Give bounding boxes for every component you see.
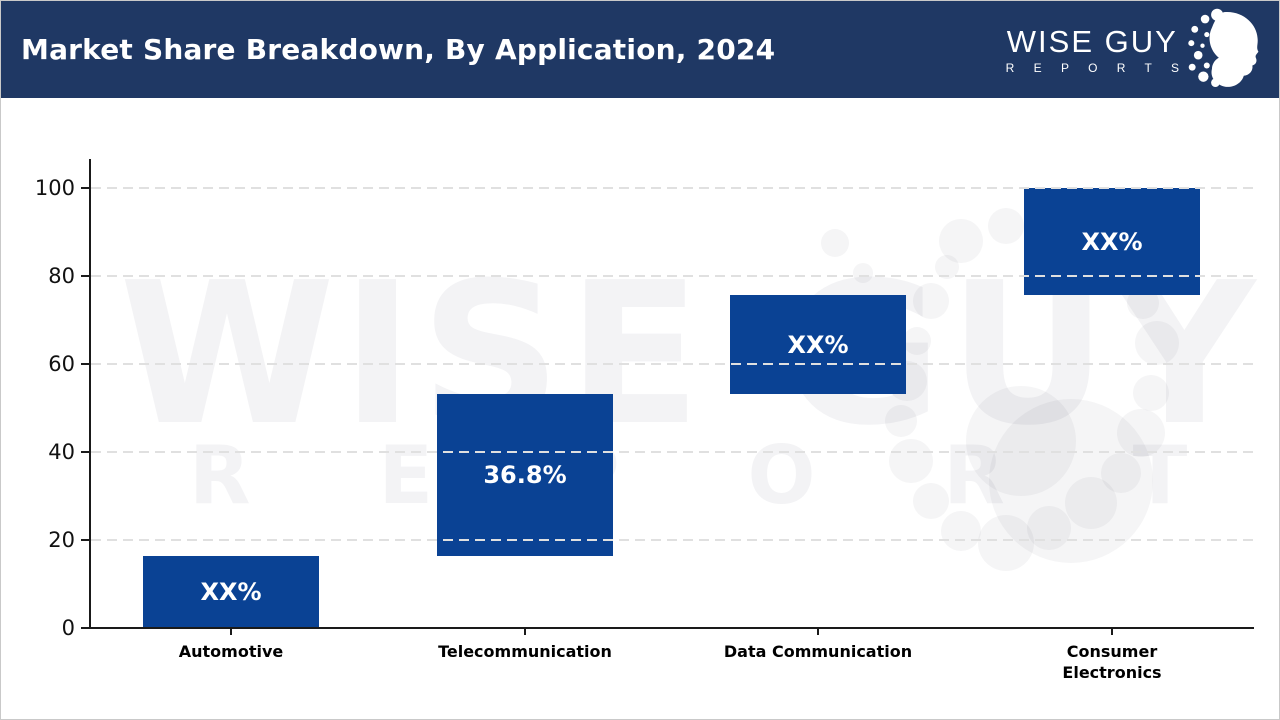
y-tick-label: 60: [48, 352, 75, 376]
logo-text: WISE GUY R E P O R T S: [998, 24, 1187, 75]
logo-subtitle: R E P O R T S: [1005, 61, 1187, 75]
x-tick: [524, 629, 526, 635]
x-axis-line: [89, 627, 1254, 629]
x-tick: [817, 629, 819, 635]
x-tick: [1111, 629, 1113, 635]
y-tick: [81, 187, 89, 189]
y-tick: [81, 539, 89, 541]
y-tick-label: 20: [48, 528, 75, 552]
y-tick: [81, 451, 89, 453]
x-category-label: Consumer Electronics: [1062, 642, 1162, 682]
gridline-60: [91, 363, 1254, 365]
bar-data-communication: XX%: [730, 295, 906, 394]
bar-value-label: XX%: [787, 330, 849, 359]
y-tick-label: 0: [61, 616, 75, 640]
x-category-label: Automotive: [178, 642, 284, 661]
page-title: Market Share Breakdown, By Application, …: [21, 33, 776, 66]
logo-face-icon: [1188, 8, 1259, 87]
watermark-text-2: R E P O R T S: [189, 429, 1279, 522]
y-tick-label: 40: [48, 440, 75, 464]
gridline-100: [91, 187, 1254, 189]
bar-telecommunication: 36.8%: [437, 394, 613, 556]
bar-consumer-electronics: XX%: [1024, 188, 1200, 295]
y-tick: [81, 363, 89, 365]
gridline-20: [91, 539, 1254, 541]
bar-value-label: XX%: [200, 578, 262, 606]
y-axis-line: [89, 159, 91, 629]
gridline-40: [91, 451, 1254, 453]
bar-value-label: 36.8%: [483, 461, 567, 489]
wise-guy-reports-logo: WISE GUY R E P O R T S: [998, 5, 1267, 95]
y-tick: [81, 275, 89, 277]
header-bar: Market Share Breakdown, By Application, …: [1, 1, 1279, 98]
x-tick: [230, 629, 232, 635]
gridline-80: [91, 275, 1254, 277]
bar-value-label: XX%: [1081, 227, 1143, 256]
x-category-label: Data Communication: [723, 642, 913, 661]
y-tick-label: 80: [48, 264, 75, 288]
y-tick-label: 100: [34, 176, 75, 200]
logo-name: WISE GUY: [1006, 24, 1178, 59]
bar-automotive: XX%: [143, 556, 319, 628]
y-tick: [81, 627, 89, 629]
x-category-label: Telecommunication: [438, 642, 612, 661]
